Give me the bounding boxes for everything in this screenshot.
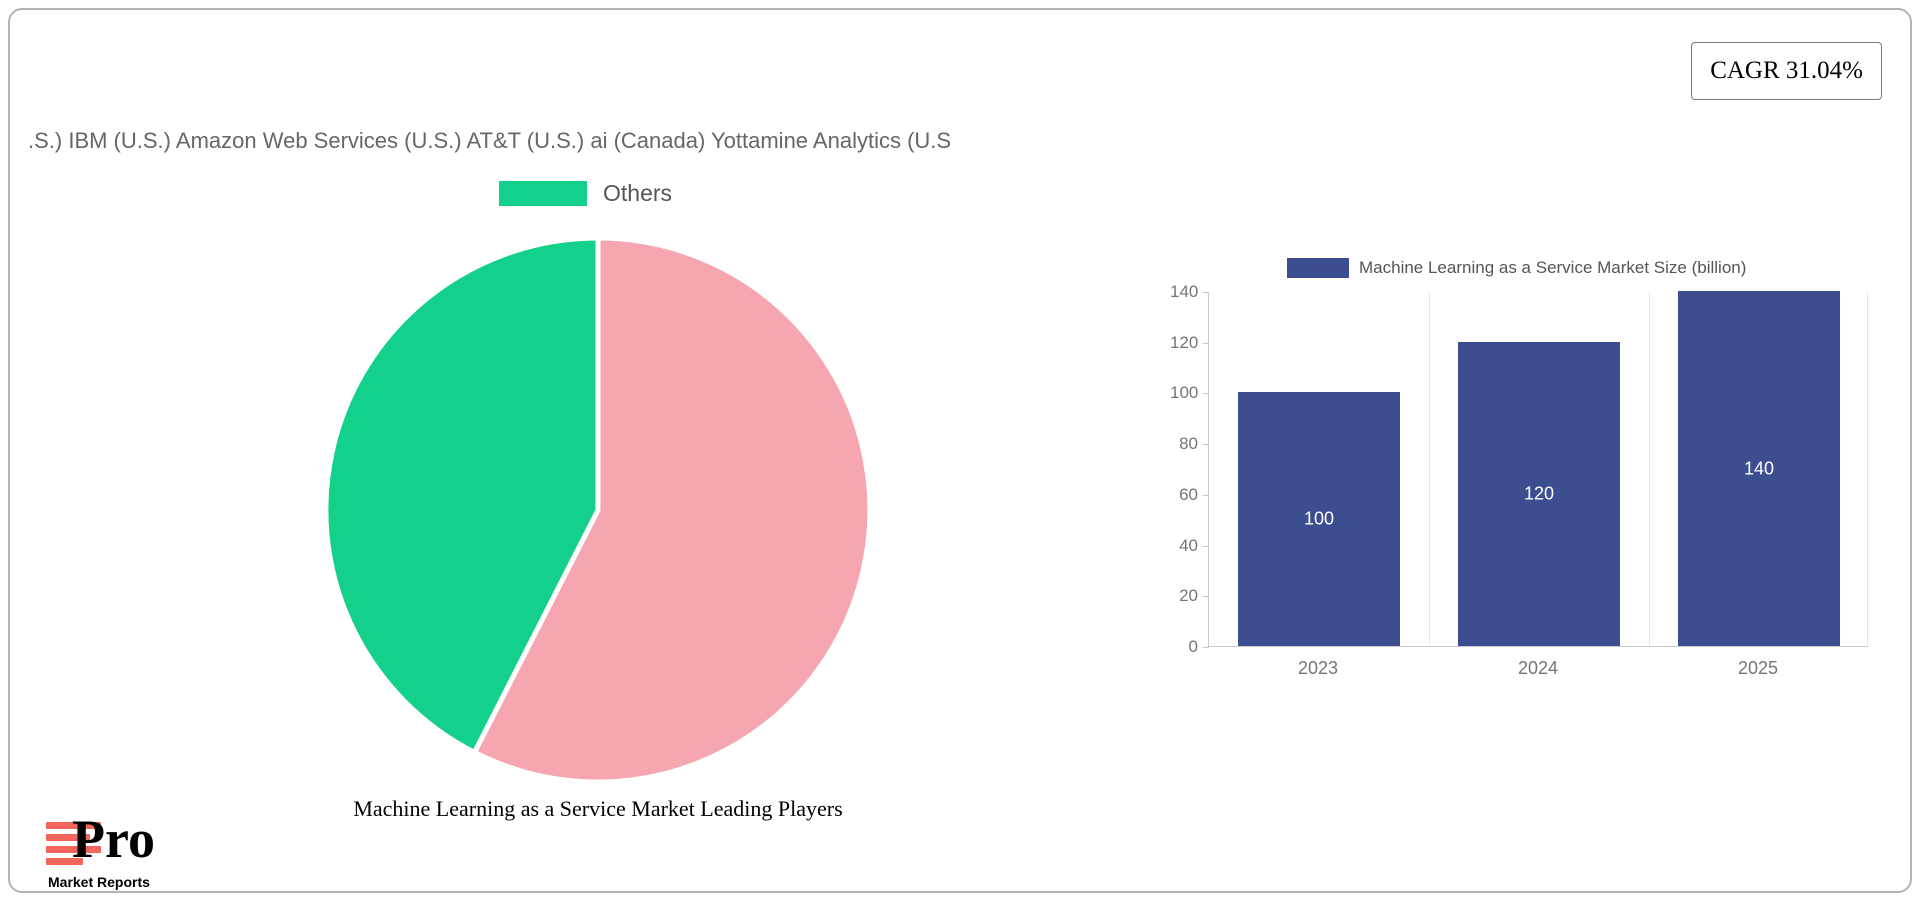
bar-y-axis: 0 20 40 60 80 100 120 140	[1170, 283, 1199, 656]
y-tick-mark	[1203, 545, 1209, 547]
plot-right-border	[1867, 292, 1868, 646]
x-tick-label: 2025	[1737, 658, 1779, 678]
bar-legend-label: Machine Learning as a Service Market Siz…	[1359, 258, 1747, 277]
bar-value-label: 100	[1303, 508, 1335, 529]
pie-slice-0[interactable]	[472, 235, 873, 785]
pie-slice-1[interactable]	[323, 235, 601, 755]
y-tick-label: 140	[1170, 282, 1199, 301]
report-card: CAGR 31.04% .S.) IBM (U.S.) Amazon Web S…	[8, 8, 1912, 893]
y-tick-label: 80	[1179, 434, 1198, 454]
brand-logo: Pro Market Reports	[46, 809, 286, 891]
y-tick-mark	[1203, 494, 1209, 496]
pie-legend-others[interactable]: Others	[499, 180, 672, 207]
vertical-gridline	[1649, 292, 1650, 646]
y-tick-mark	[1203, 596, 1209, 598]
others-legend-label: Others	[603, 180, 673, 206]
pie-chart	[323, 235, 873, 785]
bar-2024[interactable]: 120	[1458, 341, 1620, 646]
y-tick-label: 100	[1170, 383, 1199, 403]
bar-legend-swatch	[1287, 258, 1349, 278]
y-tick-mark	[1203, 444, 1209, 446]
cagr-badge: CAGR 31.04%	[1691, 42, 1882, 100]
vertical-gridline	[1429, 292, 1430, 646]
bar-legend[interactable]: Machine Learning as a Service Market Siz…	[1287, 258, 1746, 278]
y-tick-label: 120	[1170, 332, 1199, 352]
y-tick-label: 60	[1179, 484, 1198, 504]
bar-value-label: 120	[1523, 483, 1555, 504]
logo-stripes-icon	[46, 822, 101, 865]
bar-plot: 100 120 140	[1203, 291, 1868, 648]
pie-caption: Machine Learning as a Service Market Lea…	[353, 796, 843, 821]
y-tick-mark	[1203, 292, 1209, 293]
pie-legend-players[interactable]: .S.) IBM (U.S.) Amazon Web Services (U.S…	[28, 128, 952, 153]
y-tick-mark	[1203, 342, 1209, 344]
others-legend-swatch	[499, 181, 587, 206]
bar-chart: Machine Learning as a Service Market Siz…	[1170, 254, 1882, 696]
y-tick-mark	[1203, 393, 1209, 395]
bar-2023[interactable]: 100	[1238, 392, 1400, 646]
y-tick-label: 0	[1188, 637, 1198, 656]
x-tick-label: 2023	[1297, 658, 1339, 678]
x-tick-label: 2024	[1517, 658, 1559, 678]
bar-2025[interactable]: 140	[1678, 291, 1840, 646]
bar-value-label: 140	[1743, 458, 1775, 478]
y-tick-label: 40	[1179, 535, 1198, 555]
logo-subtitle: Market Reports	[48, 874, 150, 890]
logo-title: Pro	[72, 809, 155, 869]
bar-x-labels: 2023 2024 2025	[1208, 658, 1868, 682]
y-tick-mark	[1203, 647, 1209, 648]
y-tick-label: 20	[1179, 586, 1198, 606]
